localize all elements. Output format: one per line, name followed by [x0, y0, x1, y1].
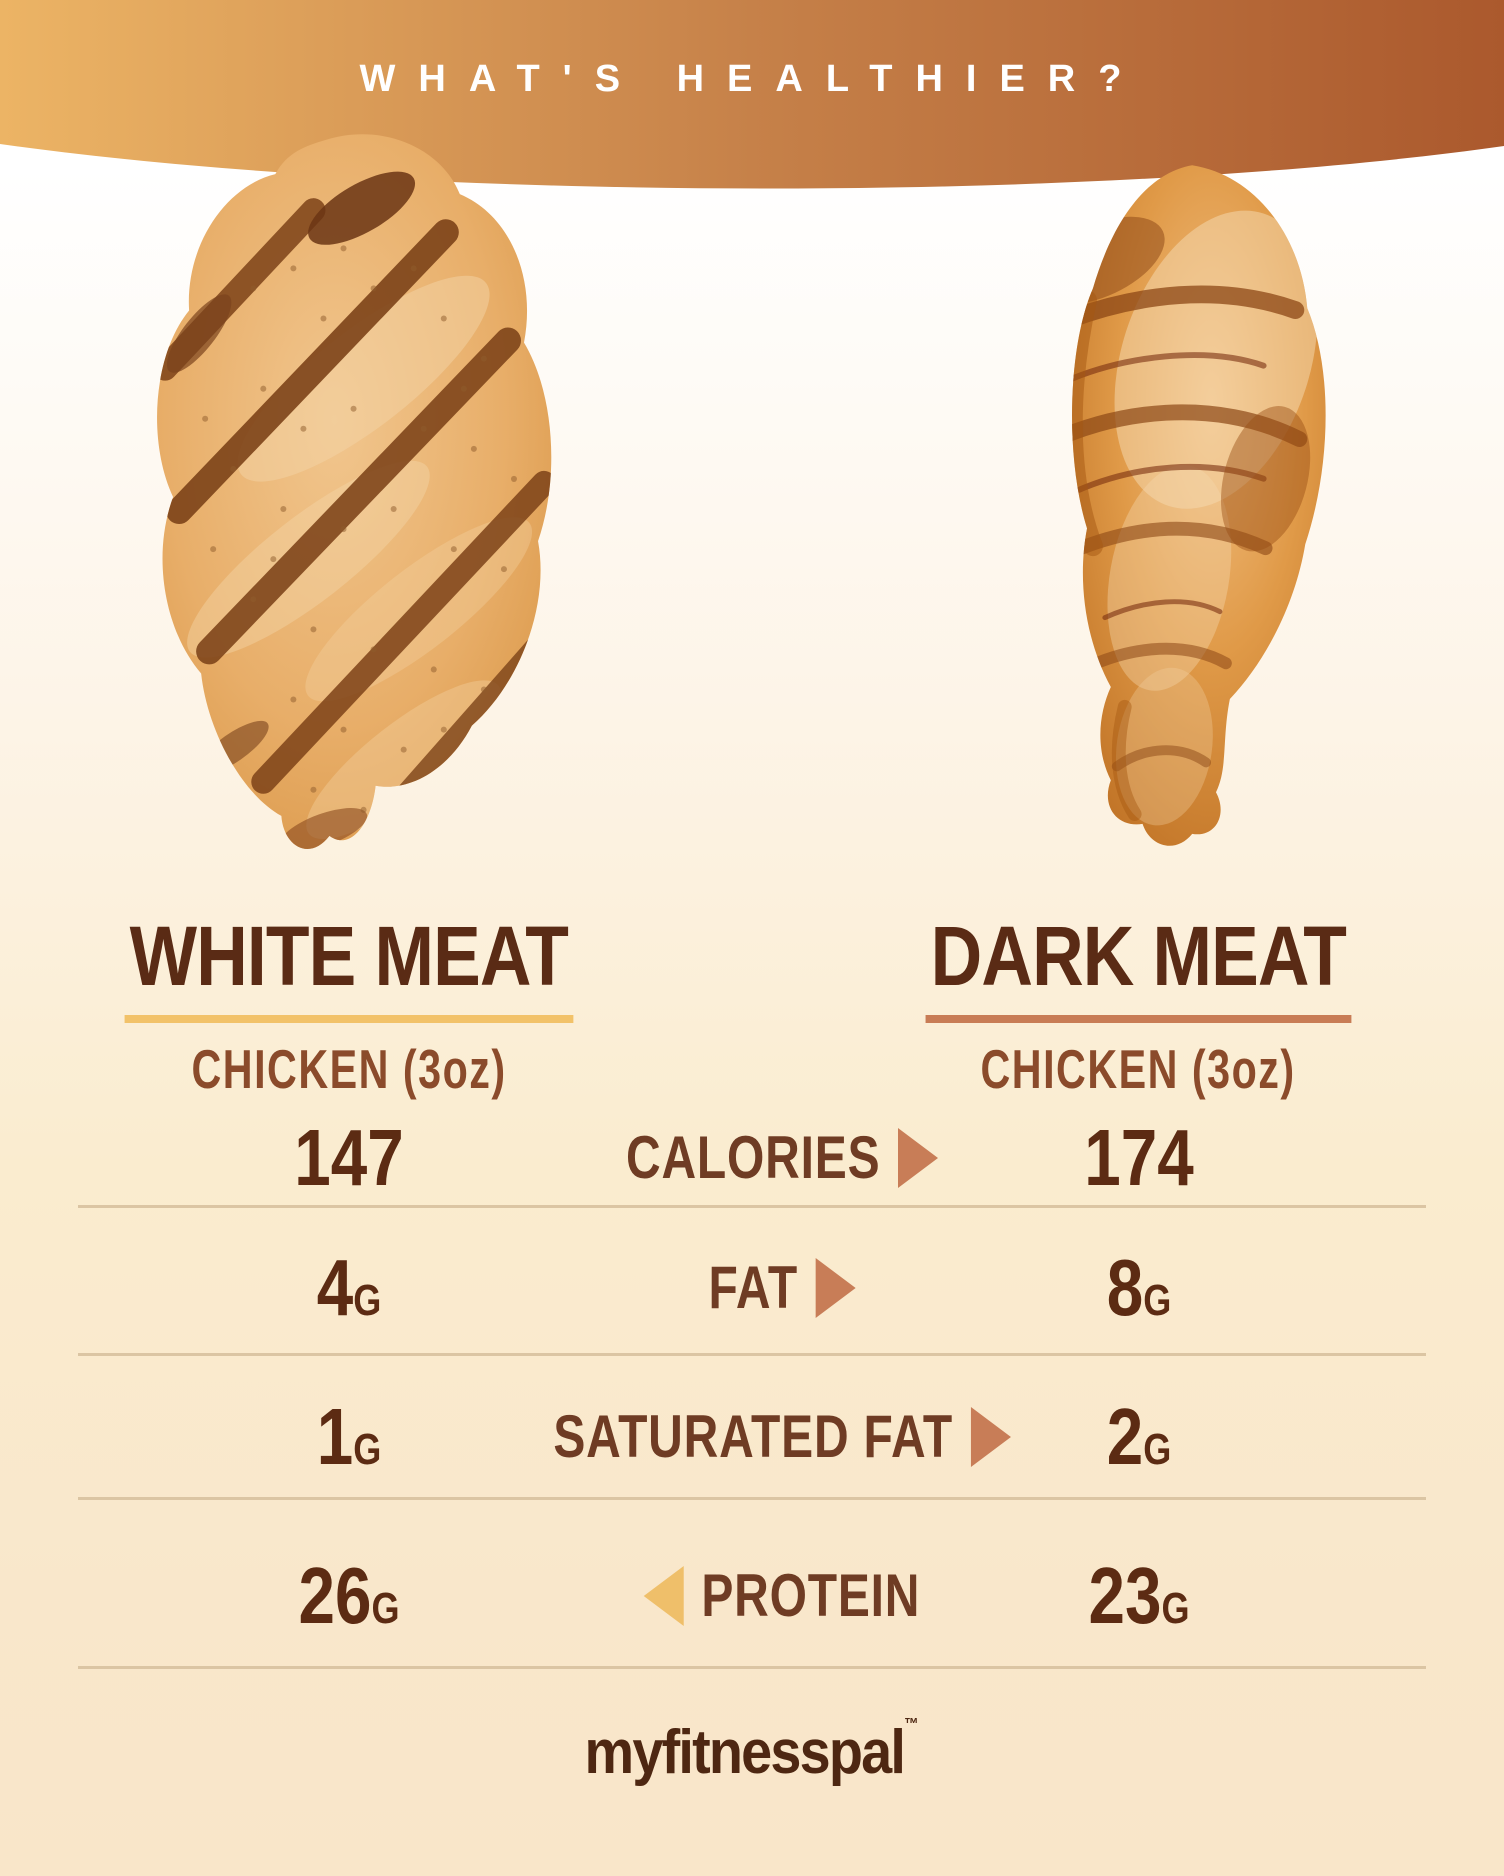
row-divider	[78, 1353, 1426, 1356]
dark-meat-heading: DARK MEAT	[925, 908, 1352, 1023]
arrow-left-icon	[643, 1566, 684, 1626]
page-title: WHAT'S HEALTHIER?	[359, 58, 1145, 100]
chicken-drumstick-illustration	[966, 150, 1338, 867]
saturated-fat-white-value: 1G	[316, 1392, 382, 1481]
saturated-fat-label: SATURATED FAT	[553, 1403, 954, 1470]
fat-label-group: FAT	[709, 1258, 856, 1318]
protein-label-group: PROTEIN	[643, 1562, 921, 1629]
arrow-right-icon	[970, 1407, 1011, 1467]
protein-label: PROTEIN	[701, 1562, 921, 1629]
fat-dark-value: 8G	[1106, 1243, 1171, 1332]
myfitnesspal-logo: myfitnesspal™	[585, 1716, 919, 1787]
saturated-fat-dark-value: 2G	[1106, 1392, 1171, 1481]
trademark-symbol: ™	[904, 1716, 919, 1733]
arrow-right-icon	[815, 1258, 856, 1318]
white-meat-subtitle: CHICKEN (3oz)	[191, 1038, 507, 1100]
row-divider	[78, 1497, 1426, 1500]
grilled-chicken-breast-illustration	[112, 128, 560, 883]
white-meat-heading: WHITE MEAT	[124, 908, 574, 1023]
saturated-fat-label-group: SATURATED FAT	[553, 1403, 1011, 1470]
white-meat-column-header: WHITE MEAT CHICKEN (3oz)	[0, 908, 709, 1101]
protein-white-value: 26G	[298, 1551, 400, 1640]
footer: myfitnesspal™	[0, 1716, 1504, 1788]
protein-dark-value: 23G	[1087, 1551, 1190, 1640]
row-divider	[78, 1666, 1426, 1669]
calories-dark-value: 174	[1083, 1113, 1194, 1202]
arrow-right-icon	[898, 1128, 939, 1188]
dark-meat-column-header: DARK MEAT CHICKEN (3oz)	[779, 908, 1499, 1101]
calories-white-value: 147	[294, 1113, 404, 1202]
calories-label-group: CALORIES	[626, 1124, 939, 1191]
calories-label: CALORIES	[626, 1124, 881, 1191]
fat-white-value: 4G	[316, 1243, 382, 1332]
dark-meat-subtitle: CHICKEN (3oz)	[980, 1038, 1297, 1100]
fat-label: FAT	[708, 1254, 799, 1321]
row-divider	[78, 1205, 1426, 1208]
